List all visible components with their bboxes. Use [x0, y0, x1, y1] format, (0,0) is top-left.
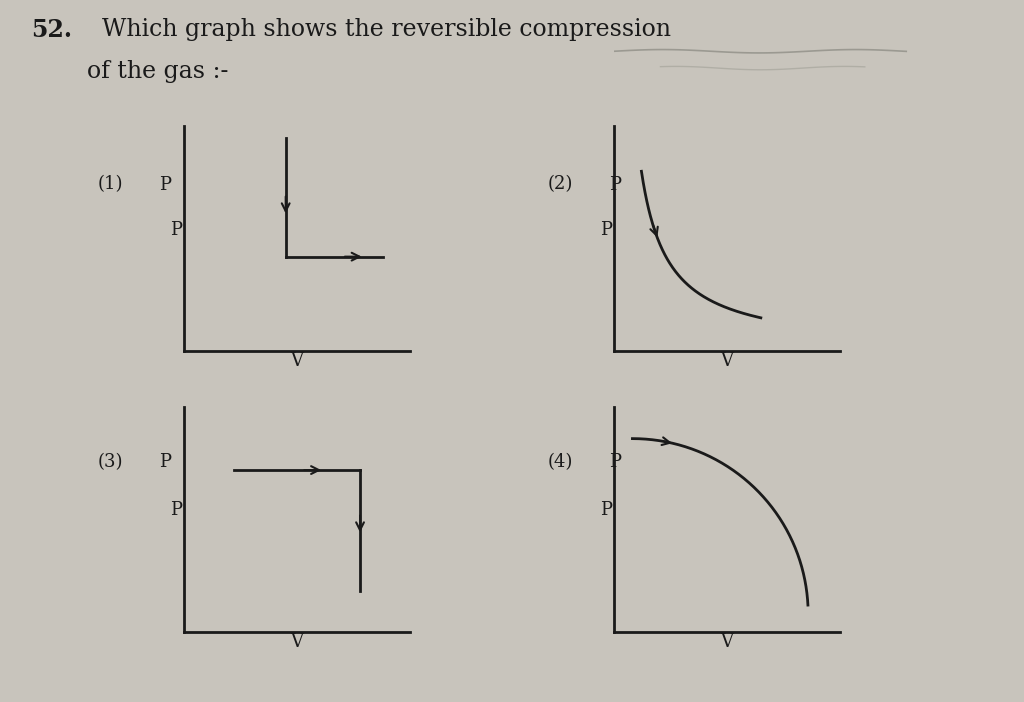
Text: (3): (3) — [97, 453, 123, 471]
X-axis label: V: V — [721, 352, 733, 371]
Text: Which graph shows the reversible compression: Which graph shows the reversible compres… — [87, 18, 671, 41]
Text: of the gas :-: of the gas :- — [87, 60, 228, 83]
Text: 52.: 52. — [31, 18, 72, 41]
Text: P: P — [159, 176, 171, 194]
Text: P: P — [159, 453, 171, 471]
Y-axis label: P: P — [600, 501, 612, 519]
Text: P: P — [609, 176, 622, 194]
X-axis label: V: V — [721, 633, 733, 651]
Y-axis label: P: P — [170, 501, 182, 519]
X-axis label: V: V — [291, 633, 303, 651]
Text: (2): (2) — [548, 176, 573, 194]
Text: (1): (1) — [97, 176, 123, 194]
Y-axis label: P: P — [170, 220, 182, 239]
Y-axis label: P: P — [600, 220, 612, 239]
Text: (4): (4) — [548, 453, 573, 471]
Text: P: P — [609, 453, 622, 471]
X-axis label: V: V — [291, 352, 303, 371]
